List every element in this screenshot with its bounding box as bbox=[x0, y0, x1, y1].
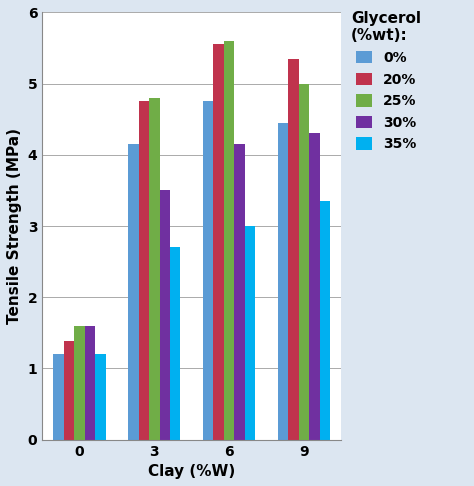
Bar bbox=[224, 41, 234, 440]
Bar bbox=[299, 84, 309, 440]
Y-axis label: Tensile Strength (MPa): Tensile Strength (MPa) bbox=[7, 128, 22, 324]
Bar bbox=[213, 45, 224, 440]
X-axis label: Clay (%W): Clay (%W) bbox=[148, 464, 235, 479]
Bar bbox=[203, 102, 213, 440]
Bar bbox=[54, 354, 64, 440]
Bar bbox=[234, 144, 245, 440]
Bar bbox=[278, 123, 288, 440]
Bar bbox=[95, 354, 106, 440]
Bar bbox=[245, 226, 255, 440]
Bar bbox=[149, 98, 160, 440]
Bar bbox=[160, 191, 170, 440]
Bar bbox=[74, 326, 85, 440]
Legend: 0%, 20%, 25%, 30%, 35%: 0%, 20%, 25%, 30%, 35% bbox=[351, 11, 421, 152]
Bar bbox=[319, 201, 330, 440]
Bar bbox=[85, 326, 95, 440]
Bar bbox=[138, 102, 149, 440]
Bar bbox=[64, 341, 74, 440]
Bar bbox=[170, 247, 181, 440]
Bar bbox=[309, 134, 319, 440]
Bar bbox=[288, 59, 299, 440]
Bar bbox=[128, 144, 138, 440]
